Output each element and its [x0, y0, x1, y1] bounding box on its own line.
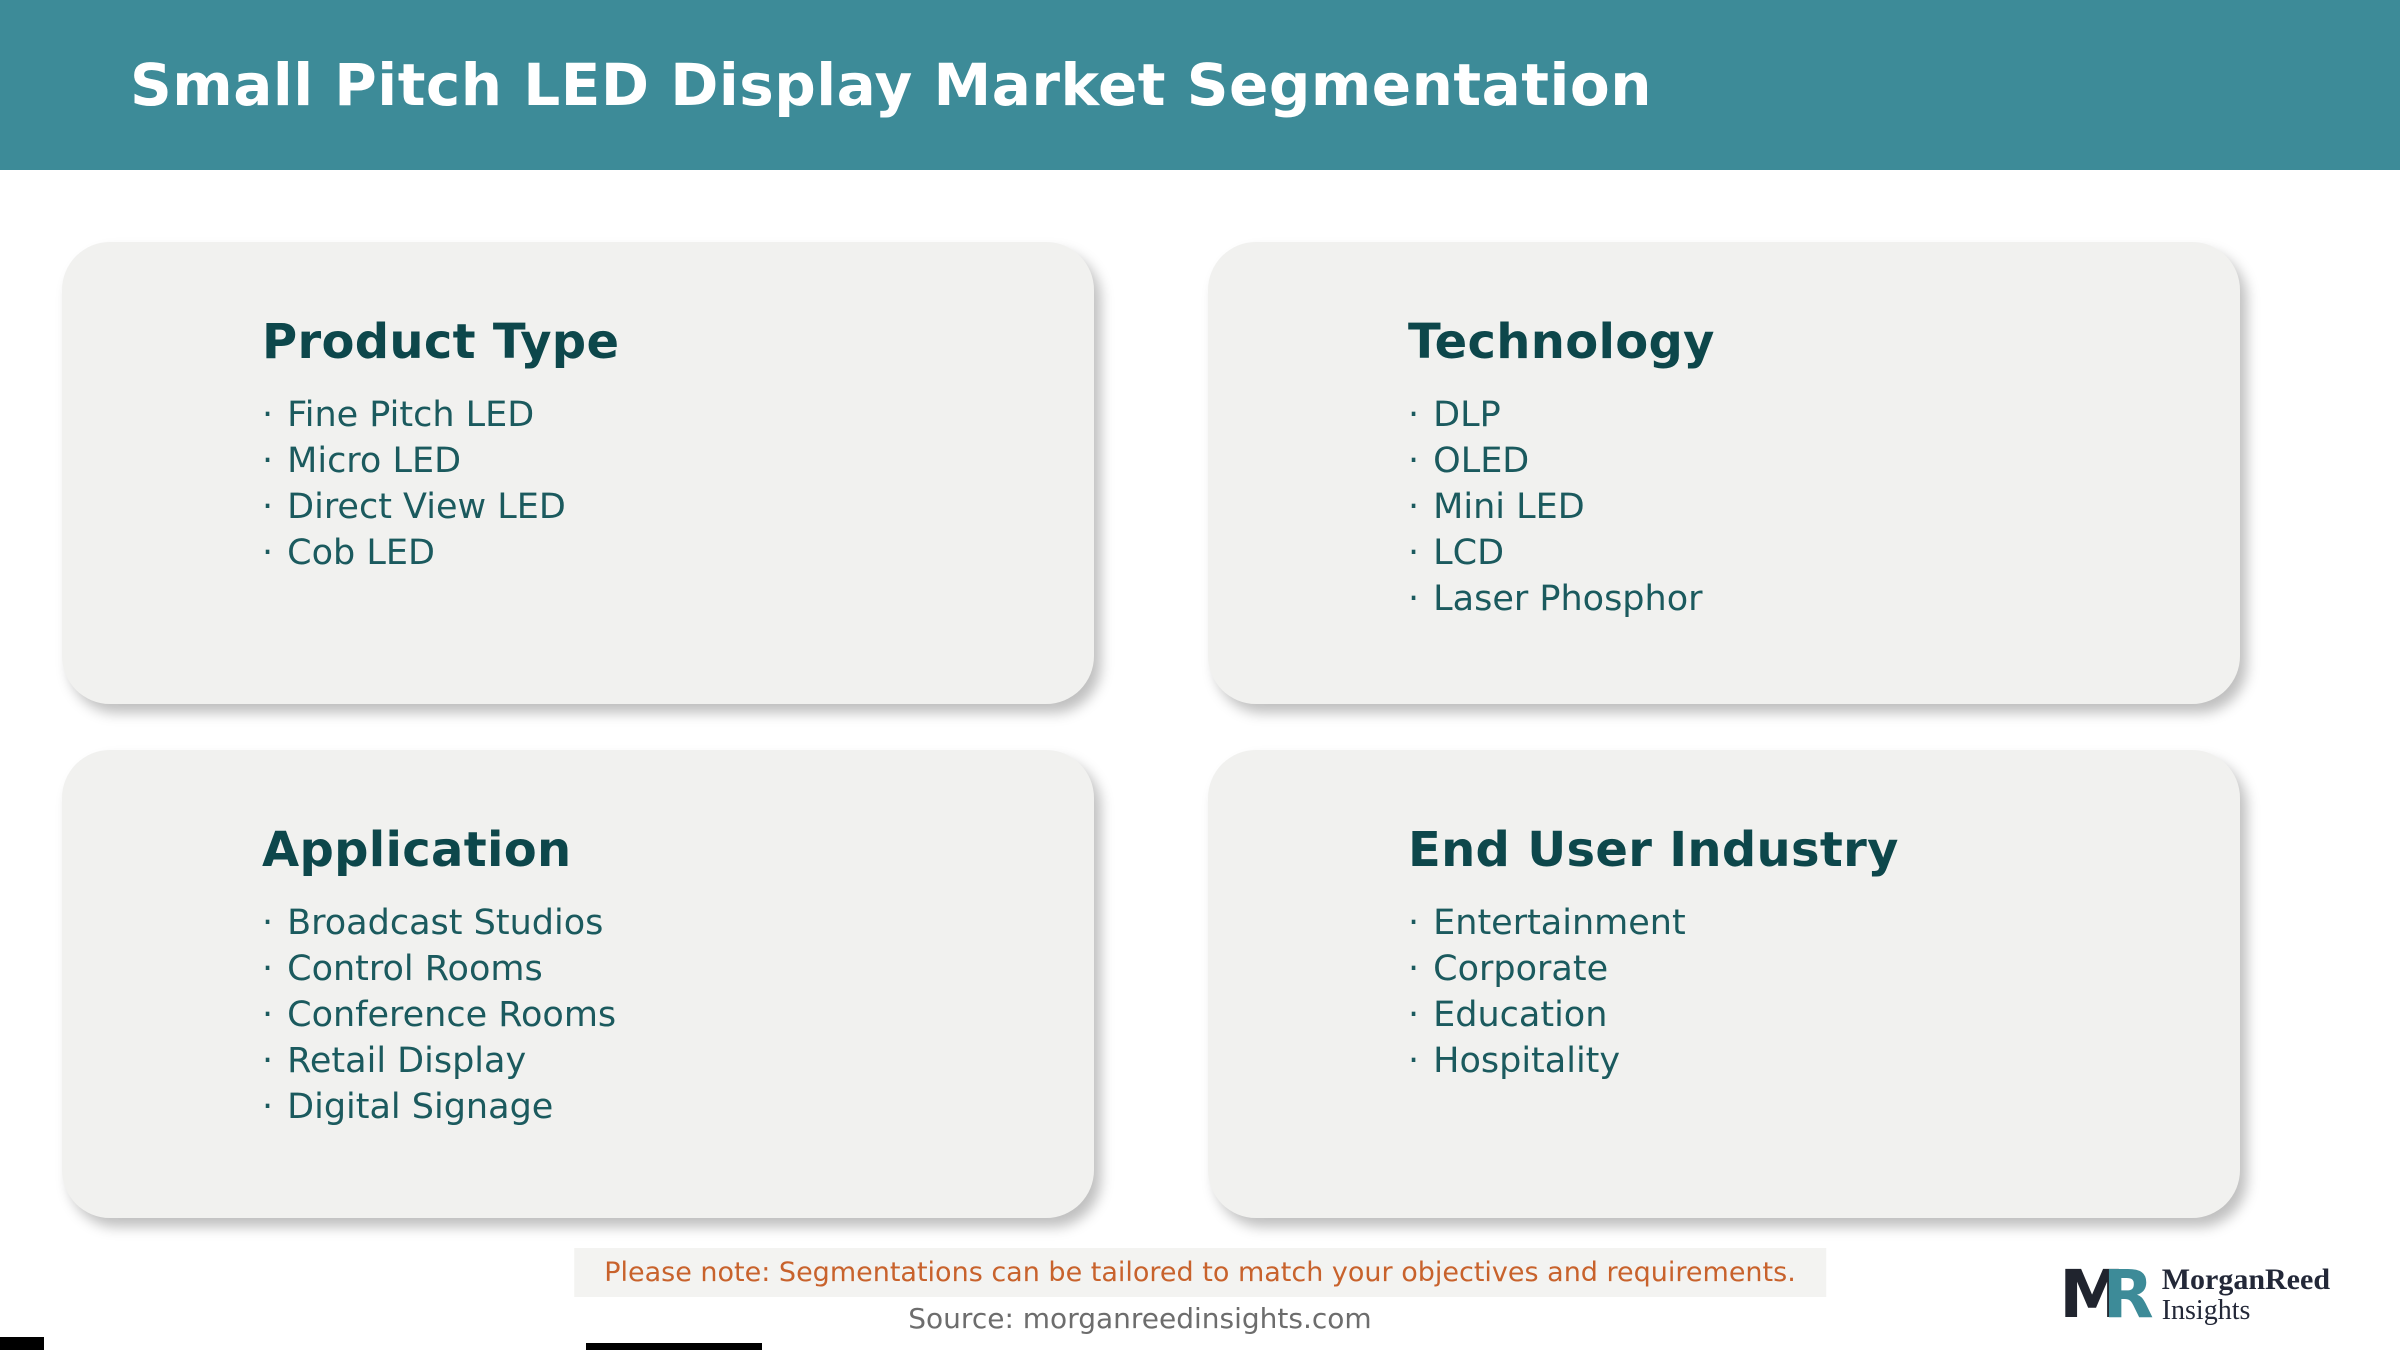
card-title: Application	[262, 822, 572, 878]
card-application: Application Broadcast Studios Control Ro…	[62, 750, 1094, 1218]
list-item: Conference Rooms	[262, 992, 1034, 1038]
card-list: Fine Pitch LED Micro LED Direct View LED…	[262, 392, 1034, 576]
list-item: DLP	[1408, 392, 2180, 438]
source-text: Source: morganreedinsights.com	[908, 1302, 1372, 1335]
logo-text: MorganReed Insights	[2162, 1264, 2330, 1326]
note-banner: Please note: Segmentations can be tailor…	[574, 1248, 1826, 1297]
list-item: Control Rooms	[262, 946, 1034, 992]
list-item: LCD	[1408, 530, 2180, 576]
list-item: Education	[1408, 992, 2180, 1038]
list-item: Direct View LED	[262, 484, 1034, 530]
card-list: DLP OLED Mini LED LCD Laser Phosphor	[1408, 392, 2180, 622]
list-item: Broadcast Studios	[262, 900, 1034, 946]
logo-line-2: Insights	[2161, 1295, 2251, 1326]
card-end-user-industry: End User Industry Entertainment Corporat…	[1208, 750, 2240, 1218]
card-list: Entertainment Corporate Education Hospit…	[1408, 900, 2180, 1084]
list-item: Cob LED	[262, 530, 1034, 576]
screen-artifact	[0, 1337, 44, 1350]
list-item: OLED	[1408, 438, 2180, 484]
page-title: Small Pitch LED Display Market Segmentat…	[130, 51, 1653, 119]
list-item: Retail Display	[262, 1038, 1034, 1084]
list-item: Fine Pitch LED	[262, 392, 1034, 438]
morganreed-logo: MR MorganReed Insights	[2059, 1262, 2330, 1328]
list-item: Entertainment	[1408, 900, 2180, 946]
card-technology: Technology DLP OLED Mini LED LCD Laser P…	[1208, 242, 2240, 704]
list-item: Mini LED	[1408, 484, 2180, 530]
list-item: Micro LED	[262, 438, 1034, 484]
header-bar: Small Pitch LED Display Market Segmentat…	[0, 0, 2400, 170]
card-title: Technology	[1408, 314, 1715, 370]
list-item: Hospitality	[1408, 1038, 2180, 1084]
monogram-letter-r: R	[2102, 1256, 2154, 1333]
card-title: Product Type	[262, 314, 620, 370]
list-item: Corporate	[1408, 946, 2180, 992]
logo-line-1: MorganReed	[2161, 1263, 2330, 1296]
monogram-letter-m: M	[2059, 1256, 2125, 1333]
card-list: Broadcast Studios Control Rooms Conferen…	[262, 900, 1034, 1130]
list-item: Laser Phosphor	[1408, 576, 2180, 622]
list-item: Digital Signage	[262, 1084, 1034, 1130]
card-title: End User Industry	[1408, 822, 1899, 878]
mr-monogram-icon: MR	[2059, 1262, 2154, 1328]
card-product-type: Product Type Fine Pitch LED Micro LED Di…	[62, 242, 1094, 704]
screen-artifact	[586, 1343, 762, 1350]
